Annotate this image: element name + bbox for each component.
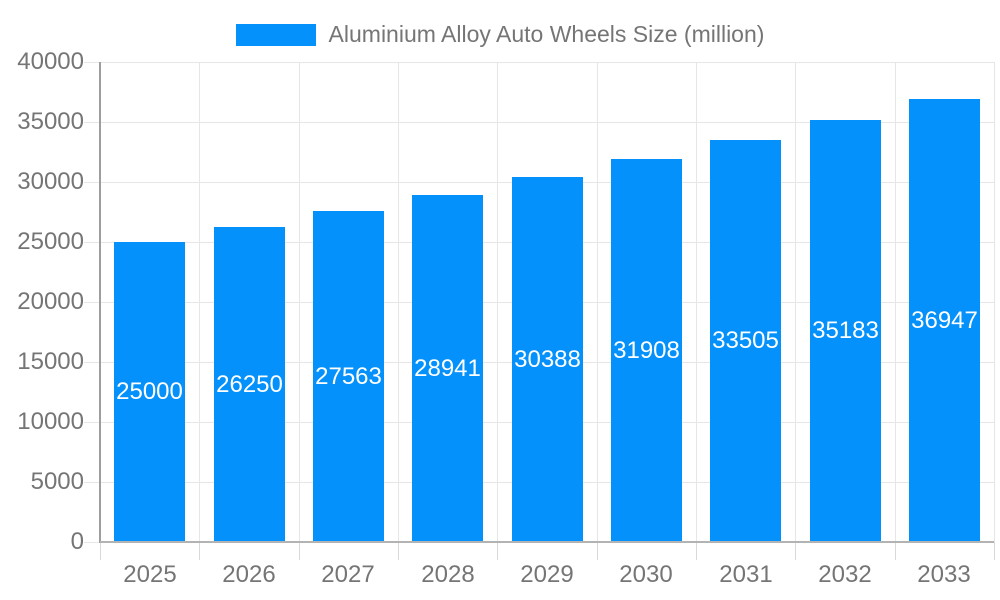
y-axis-line bbox=[99, 62, 101, 543]
y-axis-label: 0 bbox=[70, 528, 84, 555]
v-gridline bbox=[299, 62, 300, 542]
v-gridline bbox=[994, 62, 995, 542]
y-axis-label: 5000 bbox=[30, 468, 84, 495]
v-gridline bbox=[398, 62, 399, 542]
v-gridline bbox=[597, 62, 598, 542]
bar[interactable] bbox=[710, 140, 781, 541]
bar[interactable] bbox=[512, 177, 583, 541]
x-axis-label: 2025 bbox=[123, 561, 177, 588]
y-axis-label: 30000 bbox=[17, 168, 84, 195]
x-axis-tick bbox=[299, 542, 300, 560]
x-axis-label: 2033 bbox=[917, 561, 971, 588]
bar[interactable] bbox=[810, 120, 881, 541]
bar[interactable] bbox=[412, 195, 483, 541]
y-axis-label: 35000 bbox=[17, 108, 84, 135]
y-axis-label: 25000 bbox=[17, 228, 84, 255]
y-axis-label: 20000 bbox=[17, 288, 84, 315]
x-axis-label: 2031 bbox=[719, 561, 773, 588]
bar[interactable] bbox=[114, 242, 185, 541]
legend-swatch bbox=[235, 23, 316, 46]
legend-label: Aluminium Alloy Auto Wheels Size (millio… bbox=[328, 21, 765, 47]
x-axis-tick bbox=[696, 542, 697, 560]
v-gridline bbox=[497, 62, 498, 542]
y-axis-label: 15000 bbox=[17, 348, 84, 375]
x-axis-tick bbox=[597, 542, 598, 560]
bar[interactable] bbox=[214, 227, 285, 541]
h-gridline bbox=[84, 122, 994, 123]
x-axis-line bbox=[100, 541, 994, 543]
x-axis-tick bbox=[398, 542, 399, 560]
v-gridline bbox=[696, 62, 697, 542]
v-gridline bbox=[795, 62, 796, 542]
x-axis-tick bbox=[100, 542, 101, 560]
x-axis-label: 2028 bbox=[421, 561, 475, 588]
v-gridline bbox=[895, 62, 896, 542]
v-gridline bbox=[199, 62, 200, 542]
bar[interactable] bbox=[611, 159, 682, 541]
x-axis-label: 2032 bbox=[818, 561, 872, 588]
x-axis-tick bbox=[994, 542, 995, 560]
x-axis-tick bbox=[895, 542, 896, 560]
x-axis-label: 2030 bbox=[619, 561, 673, 588]
y-axis-label: 40000 bbox=[17, 48, 84, 75]
x-axis-tick bbox=[199, 542, 200, 560]
x-axis-tick bbox=[497, 542, 498, 560]
bar[interactable] bbox=[313, 211, 384, 541]
x-axis-label: 2029 bbox=[520, 561, 574, 588]
h-gridline bbox=[84, 62, 994, 63]
y-axis-label: 10000 bbox=[17, 408, 84, 435]
x-axis-tick bbox=[795, 542, 796, 560]
legend[interactable]: Aluminium Alloy Auto Wheels Size (millio… bbox=[0, 21, 1000, 48]
bar[interactable] bbox=[909, 99, 980, 541]
x-axis-label: 2027 bbox=[321, 561, 375, 588]
x-axis-label: 2026 bbox=[222, 561, 276, 588]
